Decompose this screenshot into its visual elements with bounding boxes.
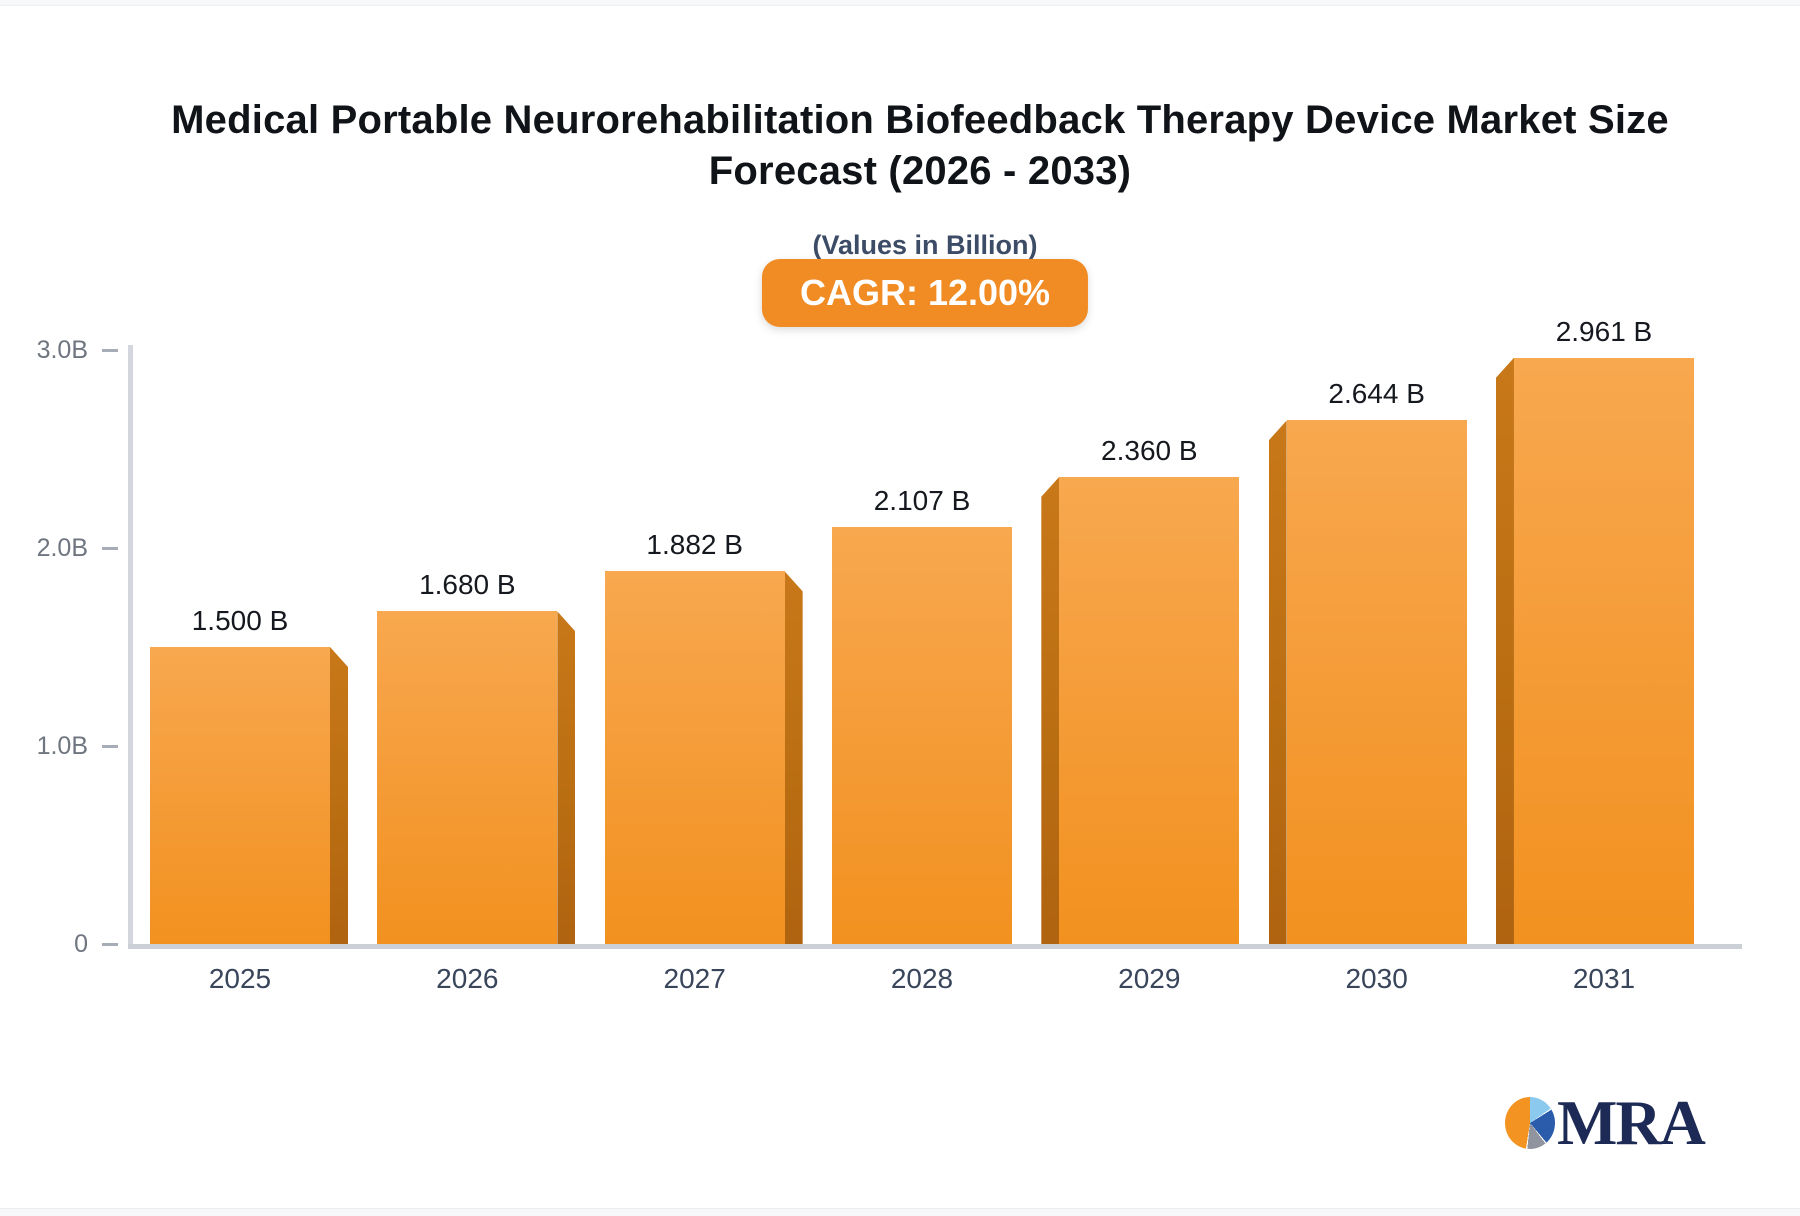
bar-side-face-2027	[784, 571, 803, 944]
bar-side-face-2025	[330, 647, 348, 944]
x-axis-label-2029: 2029	[1118, 963, 1181, 994]
bar-side-face-2031	[1495, 357, 1514, 944]
top-border-strip	[0, 3, 1800, 6]
x-axis-label-2027: 2027	[663, 963, 726, 994]
chart-title-line1: Medical Portable Neurorehabilitation Bio…	[171, 98, 1669, 142]
bar-value-label: 1.500 B	[191, 605, 289, 636]
bar-2030	[1286, 420, 1467, 944]
bar-value-label: 2.644 B	[1328, 378, 1425, 410]
x-axis-label-2031: 2031	[1572, 963, 1636, 994]
bottom-border-strip	[0, 1208, 1800, 1216]
bar-value-label: 2.360 B	[1101, 434, 1198, 466]
y-tick-label: 1.0B	[36, 732, 88, 760]
chart-title-line2: Forecast (2026 - 2033)	[708, 149, 1132, 193]
bar-value-label: 2.107 B	[873, 484, 971, 516]
x-axis-line	[128, 944, 1742, 949]
bar-2026	[377, 611, 558, 944]
bar-side-face-2026	[557, 611, 576, 944]
bar-side-face-2029	[1041, 476, 1060, 944]
bar-value-label: 1.882 B	[646, 529, 743, 561]
pie-chart-logo-icon	[1505, 1097, 1555, 1149]
chart-subtitle: (Values in Billion)	[812, 230, 1038, 260]
y-axis-line	[128, 345, 133, 949]
x-axis-label-2025: 2025	[208, 963, 272, 994]
chart-title: Medical Portable Neurorehabilitation Bio…	[40, 95, 1800, 197]
bar-2029	[1059, 476, 1240, 944]
bar-2025	[150, 647, 330, 944]
y-tick-dash	[102, 745, 118, 748]
y-tick-dash	[102, 349, 118, 352]
y-tick-label: 0	[74, 930, 88, 958]
mra-logo: MRA	[1505, 1087, 1706, 1158]
x-axis-label-2026: 2026	[436, 963, 499, 994]
y-tick-dash	[102, 943, 118, 946]
cagr-badge: CAGR: 12.00%	[761, 259, 1089, 327]
bar-2028	[831, 526, 1012, 944]
x-axis-label-2030: 2030	[1345, 963, 1408, 994]
logo-text: MRA	[1557, 1087, 1706, 1158]
y-tick-label: 3.0B	[36, 336, 88, 364]
x-axis-label-2028: 2028	[890, 963, 954, 994]
y-tick-label: 2.0B	[36, 534, 88, 562]
bar-chart-plot-area: 3.0B 2.0B 1.0B 0 1.500 B 1.680 B 1.882 B 2.107…	[0, 3, 1800, 1215]
bar-2027	[604, 571, 785, 944]
bar-value-label: 1.680 B	[419, 569, 516, 601]
bar-value-label: 2.961 B	[1555, 315, 1653, 347]
bar-side-face-2030	[1268, 420, 1287, 944]
bar-2031	[1513, 357, 1694, 944]
y-tick-dash	[102, 547, 118, 550]
